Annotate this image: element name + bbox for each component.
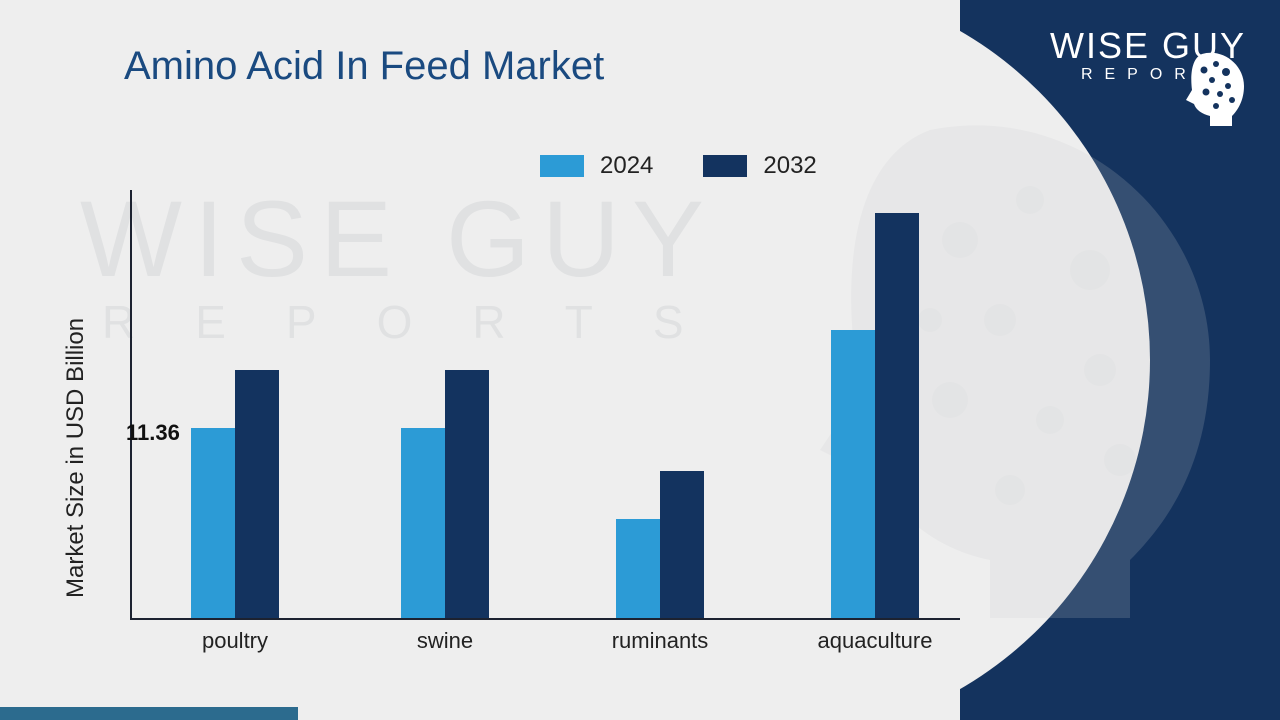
legend-label: 2032: [763, 152, 816, 180]
legend-item: 2024: [540, 152, 653, 180]
page-title: Amino Acid In Feed Market: [124, 44, 604, 89]
y-axis-label: Market Size in USD Billion: [62, 318, 90, 598]
bar: [235, 370, 279, 618]
bar: [875, 213, 919, 618]
x-axis: [130, 618, 960, 620]
x-category-label: ruminants: [612, 628, 709, 654]
brand-panel: [960, 0, 1280, 720]
brand-subtitle: REPORTS: [1050, 66, 1246, 84]
plot-area: poultryswineruminantsaquaculture: [130, 190, 960, 620]
brand-logo: WISE GUY REPORTS: [1050, 28, 1246, 84]
bar: [191, 428, 235, 618]
x-category-label: poultry: [202, 628, 268, 654]
legend-swatch: [540, 155, 584, 177]
bar: [616, 519, 660, 618]
bar: [401, 428, 445, 618]
y-axis: [130, 190, 132, 620]
chart-legend: 2024 2032: [540, 152, 817, 180]
stage: WISE GUY REPORTS WISE GUY REPORTS Amin: [0, 0, 1280, 720]
legend-item: 2032: [703, 152, 816, 180]
bar: [660, 471, 704, 618]
bar: [831, 330, 875, 618]
x-category-label: aquaculture: [818, 628, 933, 654]
bar: [445, 370, 489, 618]
brand-name: WISE GUY: [1050, 28, 1246, 64]
legend-label: 2024: [600, 152, 653, 180]
legend-swatch: [703, 155, 747, 177]
x-category-label: swine: [417, 628, 473, 654]
footer-accent-bar: [0, 707, 298, 720]
